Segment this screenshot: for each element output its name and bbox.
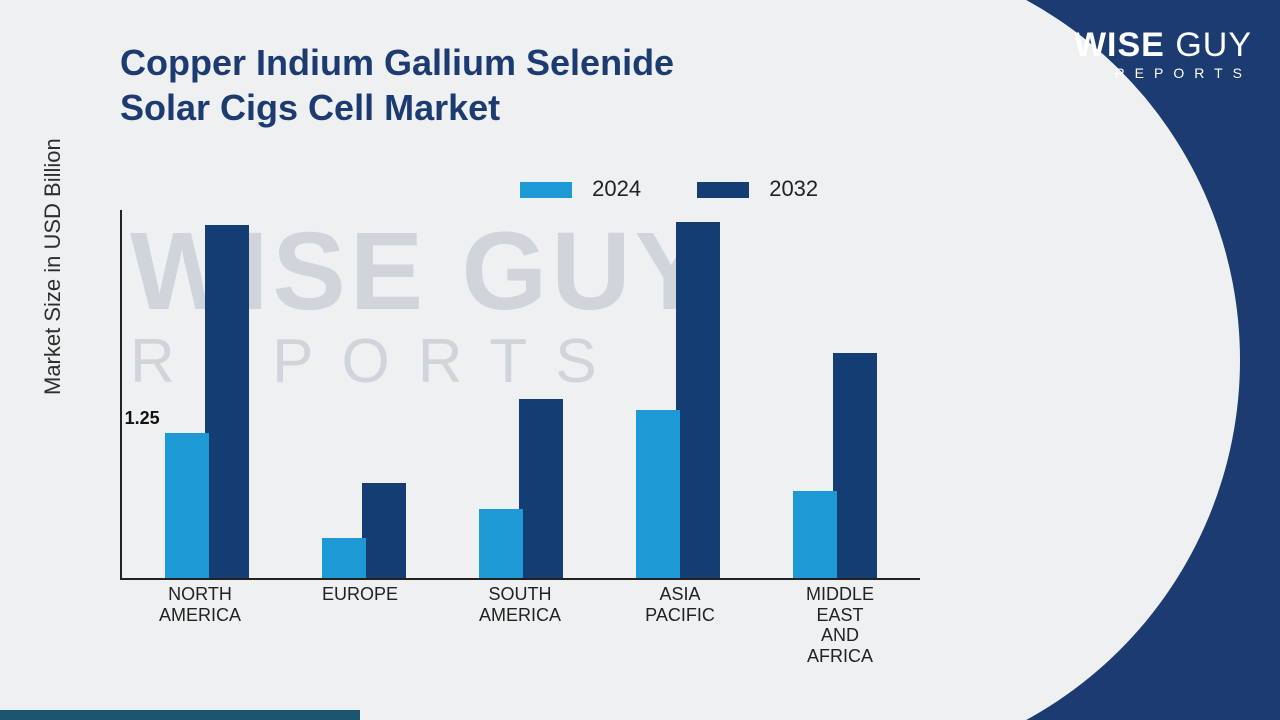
- bar-group: [304, 483, 424, 578]
- x-axis-label: SOUTHAMERICA: [460, 584, 580, 667]
- bar-2024: [322, 538, 366, 578]
- bar-group: [618, 222, 738, 578]
- bar-group: [461, 399, 581, 578]
- x-axis-labels: NORTHAMERICA EUROPE SOUTHAMERICA ASIAPACIFI…: [120, 584, 920, 667]
- legend-swatch-2024: [520, 182, 572, 198]
- bar-2024: [636, 410, 680, 578]
- bar-value-label: 1.25: [125, 408, 160, 429]
- legend-item-2032: 2032: [697, 176, 818, 202]
- bar-chart: 1.25: [120, 210, 920, 580]
- x-axis-label: ASIAPACIFIC: [620, 584, 740, 667]
- brand-line1a: WISE: [1074, 26, 1165, 64]
- legend-swatch-2032: [697, 182, 749, 198]
- chart-title: Copper Indium Gallium Selenide Solar Cig…: [120, 40, 760, 130]
- legend-label-2024: 2024: [592, 176, 641, 201]
- x-axis-label: MIDDLEEASTANDAFRICA: [780, 584, 900, 667]
- bar-group: 1.25: [147, 225, 267, 578]
- brand-line2: REPORTS: [1074, 66, 1252, 80]
- y-axis-label: Market Size in USD Billion: [40, 138, 66, 395]
- legend-item-2024: 2024: [520, 176, 641, 202]
- legend-label-2032: 2032: [769, 176, 818, 201]
- page-root: WISE GUY REPORTS Copper Indium Gallium S…: [0, 0, 1280, 720]
- brand-logo: WISE GUY REPORTS: [1074, 28, 1252, 80]
- bar-2032: [676, 222, 720, 578]
- x-axis-label: NORTHAMERICA: [140, 584, 260, 667]
- brand-line1b: GUY: [1175, 26, 1252, 64]
- bar-2032: [205, 225, 249, 578]
- bar-2032: [362, 483, 406, 578]
- x-axis-label: EUROPE: [300, 584, 420, 667]
- bar-2024: [793, 491, 837, 578]
- bar-2024: [479, 509, 523, 578]
- bar-group: [775, 353, 895, 578]
- bar-2032: [833, 353, 877, 578]
- bar-2032: [519, 399, 563, 578]
- bar-2024: [165, 433, 209, 578]
- bar-groups: 1.25: [122, 210, 920, 578]
- bottom-accent-bar: [0, 710, 360, 720]
- legend: 2024 2032: [520, 176, 818, 202]
